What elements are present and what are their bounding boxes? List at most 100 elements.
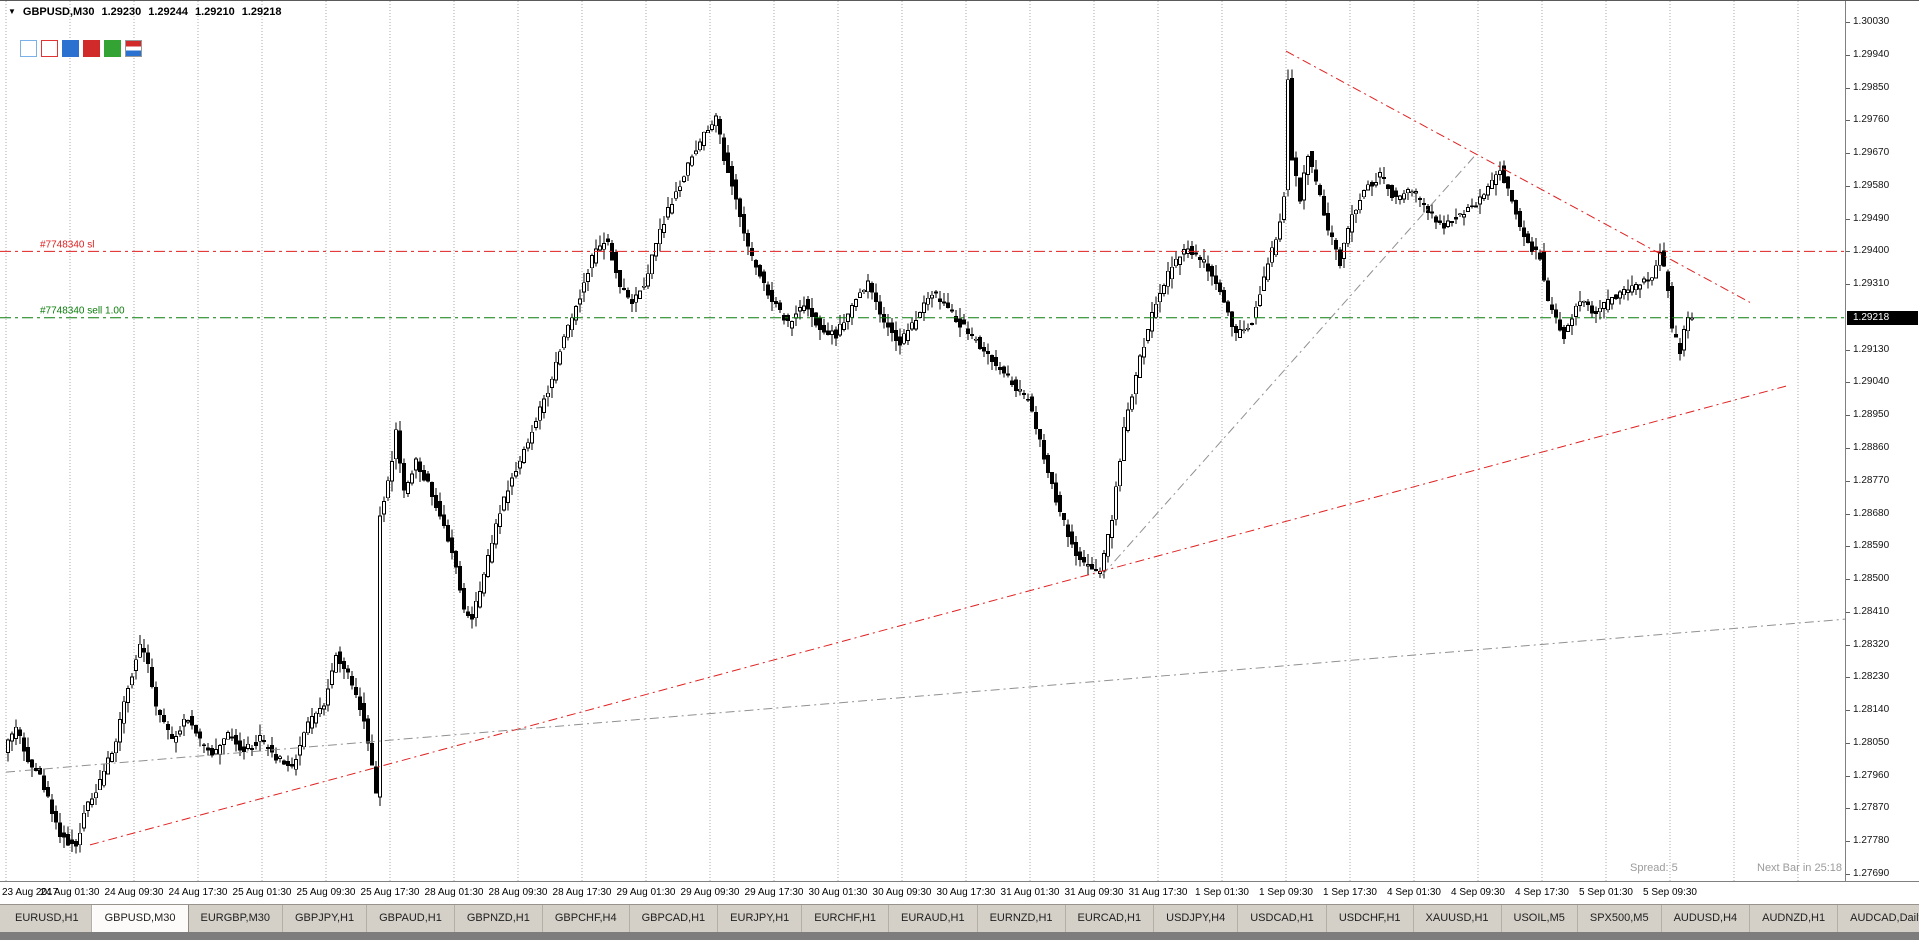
chart-tab-usdcad-h1[interactable]: USDCAD,H1 xyxy=(1238,905,1327,932)
time-axis-label: 31 Aug 01:30 xyxy=(1000,887,1060,898)
time-axis-label: 28 Aug 01:30 xyxy=(424,887,484,898)
price-tick xyxy=(1846,514,1850,515)
price-tick xyxy=(1846,874,1850,875)
price-tick xyxy=(1846,841,1850,842)
time-axis-label: 30 Aug 09:30 xyxy=(872,887,932,898)
price-axis-label: 1.29940 xyxy=(1853,49,1890,60)
chart-tab-eurnzd-h1[interactable]: EURNZD,H1 xyxy=(978,905,1066,932)
time-axis-label: 24 Aug 09:30 xyxy=(104,887,164,898)
time-axis-label: 4 Sep 09:30 xyxy=(1451,887,1505,898)
time-axis-label: 23 Aug 2017 xyxy=(2,887,59,898)
price-tick xyxy=(1846,448,1850,449)
chart-tab-eurusd-h1[interactable]: EURUSD,H1 xyxy=(3,905,92,932)
price-tick xyxy=(1846,546,1850,547)
time-axis-label: 1 Sep 09:30 xyxy=(1259,887,1313,898)
red-swatch[interactable] xyxy=(83,40,100,57)
steep-ascending-gray xyxy=(1101,156,1475,576)
price-axis-label: 1.28410 xyxy=(1853,606,1890,617)
chart-tab-euraud-h1[interactable]: EURAUD,H1 xyxy=(889,905,978,932)
price-tick xyxy=(1846,415,1850,416)
time-axis-label: 29 Aug 09:30 xyxy=(680,887,740,898)
price-tick xyxy=(1846,743,1850,744)
chart-tab-spx500-m5[interactable]: SPX500,M5 xyxy=(1578,905,1662,932)
chart-tab-gbpcad-h1[interactable]: GBPCAD,H1 xyxy=(630,905,719,932)
time-axis-label: 25 Aug 17:30 xyxy=(360,887,420,898)
price-tick xyxy=(1846,251,1850,252)
price-tick xyxy=(1846,284,1850,285)
price-axis-label: 1.28140 xyxy=(1853,704,1890,715)
price-axis[interactable]: 1.30030 1.29940 1.29850 1.29760 1.29670 1.295… xyxy=(1845,1,1919,881)
long-ascending-gray xyxy=(5,618,1845,773)
chart-tab-gbpaud-h1[interactable]: GBPAUD,H1 xyxy=(367,905,455,932)
price-tick xyxy=(1846,382,1850,383)
green-swatch[interactable] xyxy=(104,40,121,57)
current-price-badge: 1.29218 xyxy=(1847,311,1918,325)
price-tick xyxy=(1846,579,1850,580)
price-axis-label: 1.29670 xyxy=(1853,147,1890,158)
ohlc-high: 1.29244 xyxy=(148,6,188,18)
price-tick xyxy=(1846,55,1850,56)
price-chart[interactable]: #7748340 sl #7748340 sell 1.00 xyxy=(0,1,1845,881)
price-tick xyxy=(1846,481,1850,482)
price-axis-label: 1.29580 xyxy=(1853,180,1890,191)
price-tick xyxy=(1846,808,1850,809)
chart-tab-gbpnzd-h1[interactable]: GBPNZD,H1 xyxy=(455,905,543,932)
chart-tab-gbpjpy-h1[interactable]: GBPJPY,H1 xyxy=(283,905,368,932)
chart-tab-eurjpy-h1[interactable]: EURJPY,H1 xyxy=(718,905,803,932)
grid-layer xyxy=(5,1,1799,881)
price-tick xyxy=(1846,153,1850,154)
price-axis-label: 1.29850 xyxy=(1853,82,1890,93)
price-axis-label: 1.29310 xyxy=(1853,278,1890,289)
price-axis-label: 1.29400 xyxy=(1853,245,1890,256)
blue-swatch[interactable] xyxy=(62,40,79,57)
price-axis-label: 1.28950 xyxy=(1853,409,1890,420)
price-axis-label: 1.28320 xyxy=(1853,639,1890,650)
time-axis[interactable]: 23 Aug 2017 24 Aug 01:30 24 Aug 09:30 24 Au… xyxy=(0,881,1919,904)
time-axis-label: 31 Aug 09:30 xyxy=(1064,887,1124,898)
chart-tab-audcad-daily[interactable]: AUDCAD,Daily xyxy=(1838,905,1919,932)
chart-tab-eurcad-h1[interactable]: EURCAD,H1 xyxy=(1066,905,1155,932)
time-axis-label: 5 Sep 01:30 xyxy=(1579,887,1633,898)
chart-tab-eurchf-h1[interactable]: EURCHF,H1 xyxy=(802,905,890,932)
chart-dropdown-icon[interactable]: ▼ xyxy=(8,6,16,16)
price-axis-label: 1.28230 xyxy=(1853,671,1890,682)
chart-tab-xauusd-h1[interactable]: XAUUSD,H1 xyxy=(1414,905,1502,932)
price-tick xyxy=(1846,350,1850,351)
chart-tab-eurgbp-m30[interactable]: EURGBP,M30 xyxy=(189,905,283,932)
price-tick xyxy=(1846,612,1850,613)
price-axis-label: 1.27780 xyxy=(1853,835,1890,846)
ohlc-close: 1.29218 xyxy=(241,6,282,18)
symbol-ohlc-label: ▼ GBPUSD,M30 1.29230 1.29244 1.29210 1.2… xyxy=(8,6,282,18)
price-axis-label: 1.29130 xyxy=(1853,344,1890,355)
outline-blue-swatch[interactable] xyxy=(20,40,37,57)
svg-text:#7748340 sl: #7748340 sl xyxy=(40,239,95,250)
price-axis-label: 1.27690 xyxy=(1853,868,1890,879)
price-tick xyxy=(1846,776,1850,777)
chart-tab-gbpchf-h4[interactable]: GBPCHF,H4 xyxy=(543,905,630,932)
red-white-blue-swatch[interactable] xyxy=(125,40,142,57)
time-axis-label: 1 Sep 17:30 xyxy=(1323,887,1377,898)
chart-tab-audnzd-h1[interactable]: AUDNZD,H1 xyxy=(1750,905,1839,932)
outline-red-swatch[interactable] xyxy=(41,40,58,57)
time-axis-label: 31 Aug 17:30 xyxy=(1128,887,1188,898)
chart-tab-gbpusd-m30[interactable]: GBPUSD,M30 xyxy=(91,905,189,932)
time-axis-label: 4 Sep 01:30 xyxy=(1387,887,1441,898)
price-axis-label: 1.30030 xyxy=(1853,16,1890,27)
chart-tab-usdjpy-h4[interactable]: USDJPY,H4 xyxy=(1154,905,1239,932)
time-axis-label: 25 Aug 01:30 xyxy=(232,887,292,898)
chart-tab-usdchf-h1[interactable]: USDCHF,H1 xyxy=(1327,905,1414,932)
price-axis-label: 1.29040 xyxy=(1853,376,1890,387)
chart-tab-audusd-h4[interactable]: AUDUSD,H4 xyxy=(1662,905,1751,932)
ascending-support-red xyxy=(89,385,1787,846)
chart-tab-usoil-m5[interactable]: USOIL,M5 xyxy=(1502,905,1578,932)
price-axis-label: 1.28500 xyxy=(1853,573,1890,584)
price-axis-label: 1.28680 xyxy=(1853,508,1890,519)
price-axis-label: 1.27960 xyxy=(1853,770,1890,781)
spread-label: Spread: 5 xyxy=(1630,862,1678,874)
time-axis-label: 28 Aug 09:30 xyxy=(488,887,548,898)
time-axis-label: 5 Sep 09:30 xyxy=(1643,887,1697,898)
price-axis-label: 1.28770 xyxy=(1853,475,1890,486)
window-bottom-edge xyxy=(0,932,1919,940)
price-axis-label: 1.28860 xyxy=(1853,442,1890,453)
